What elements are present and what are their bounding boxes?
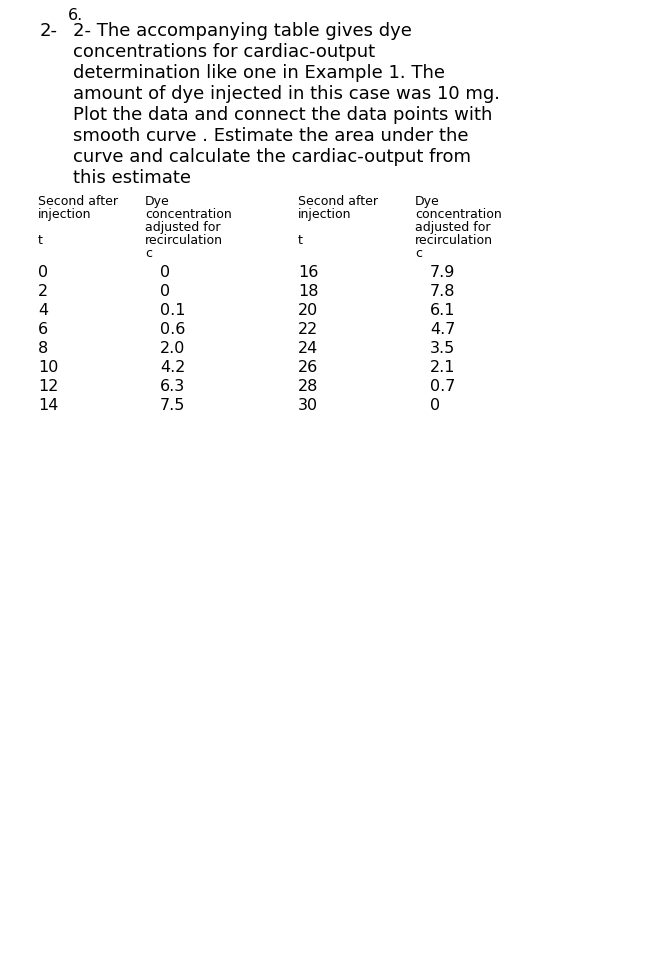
Text: Second after: Second after — [298, 195, 378, 208]
Text: 4.7: 4.7 — [430, 322, 456, 337]
Text: adjusted for: adjusted for — [145, 221, 220, 234]
Text: 30: 30 — [298, 398, 318, 413]
Text: 0: 0 — [160, 284, 170, 299]
Text: Plot the data and connect the data points with: Plot the data and connect the data point… — [73, 106, 492, 124]
Text: 0: 0 — [38, 265, 48, 280]
Text: smooth curve . Estimate the area under the: smooth curve . Estimate the area under t… — [73, 127, 469, 145]
Text: determination like one in Example 1. The: determination like one in Example 1. The — [73, 64, 445, 82]
Text: 4: 4 — [38, 303, 48, 318]
Text: 2: 2 — [38, 284, 48, 299]
Text: 4.2: 4.2 — [160, 360, 185, 375]
Text: injection: injection — [38, 208, 91, 221]
Text: 2.1: 2.1 — [430, 360, 456, 375]
Text: 20: 20 — [298, 303, 318, 318]
Text: 0: 0 — [160, 265, 170, 280]
Text: Dye: Dye — [145, 195, 170, 208]
Text: t: t — [298, 234, 303, 247]
Text: 7.9: 7.9 — [430, 265, 456, 280]
Text: 12: 12 — [38, 379, 58, 394]
Text: 2-: 2- — [40, 22, 58, 40]
Text: concentrations for cardiac-output: concentrations for cardiac-output — [73, 43, 375, 61]
Text: 2.0: 2.0 — [160, 341, 185, 356]
Text: c: c — [415, 247, 422, 260]
Text: amount of dye injected in this case was 10 mg.: amount of dye injected in this case was … — [73, 85, 500, 103]
Text: 6.3: 6.3 — [160, 379, 185, 394]
Text: this estimate: this estimate — [73, 169, 191, 187]
Text: 10: 10 — [38, 360, 58, 375]
Text: 0.6: 0.6 — [160, 322, 185, 337]
Text: recirculation: recirculation — [415, 234, 493, 247]
Text: 6: 6 — [38, 322, 48, 337]
Text: 0.7: 0.7 — [430, 379, 456, 394]
Text: concentration: concentration — [145, 208, 232, 221]
Text: 28: 28 — [298, 379, 318, 394]
Text: c: c — [145, 247, 152, 260]
Text: 0: 0 — [430, 398, 440, 413]
Text: 7.8: 7.8 — [430, 284, 456, 299]
Text: 24: 24 — [298, 341, 318, 356]
Text: 14: 14 — [38, 398, 58, 413]
Text: 22: 22 — [298, 322, 318, 337]
Text: 6.1: 6.1 — [430, 303, 456, 318]
Text: 2- The accompanying table gives dye: 2- The accompanying table gives dye — [73, 22, 412, 40]
Text: 6.: 6. — [68, 8, 83, 23]
Text: curve and calculate the cardiac-output from: curve and calculate the cardiac-output f… — [73, 148, 471, 166]
Text: 0.1: 0.1 — [160, 303, 185, 318]
Text: t: t — [38, 234, 43, 247]
Text: 18: 18 — [298, 284, 319, 299]
Text: concentration: concentration — [415, 208, 502, 221]
Text: Dye: Dye — [415, 195, 440, 208]
Text: 16: 16 — [298, 265, 318, 280]
Text: injection: injection — [298, 208, 351, 221]
Text: 3.5: 3.5 — [430, 341, 456, 356]
Text: 8: 8 — [38, 341, 48, 356]
Text: 7.5: 7.5 — [160, 398, 185, 413]
Text: 26: 26 — [298, 360, 318, 375]
Text: adjusted for: adjusted for — [415, 221, 491, 234]
Text: recirculation: recirculation — [145, 234, 223, 247]
Text: Second after: Second after — [38, 195, 118, 208]
